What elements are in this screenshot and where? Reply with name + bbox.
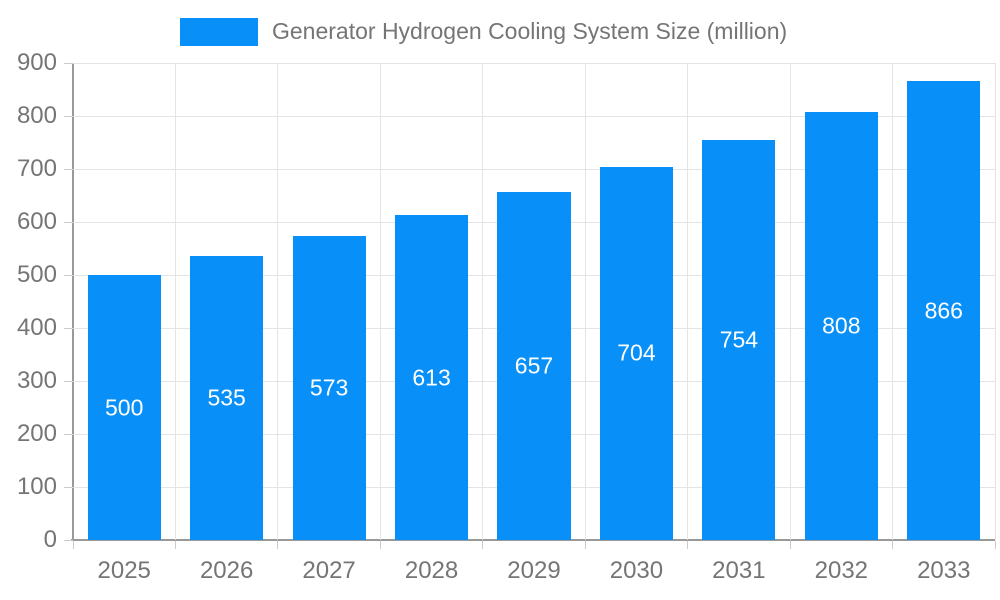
y-tick: [64, 433, 73, 435]
x-tick: [584, 541, 586, 549]
bar-value-label: 866: [924, 297, 963, 324]
x-axis-tick-label: 2026: [199, 557, 254, 584]
v-gridline: [277, 63, 279, 540]
bar-value-label: 657: [514, 352, 554, 379]
v-gridline: [482, 63, 484, 540]
bar[interactable]: 808: [804, 111, 878, 540]
x-axis-tick-label: 2030: [609, 557, 664, 584]
y-tick: [64, 62, 73, 64]
h-gridline: [73, 62, 995, 64]
x-tick: [994, 541, 996, 549]
x-axis-tick-label: 2031: [712, 557, 766, 584]
x-axis-tick-label: 2033: [917, 557, 971, 584]
y-axis-tick-label: 200: [16, 420, 57, 447]
x-tick: [277, 541, 279, 549]
bar[interactable]: 535: [190, 256, 264, 540]
y-axis-tick-label: 800: [16, 102, 57, 129]
y-tick: [64, 115, 73, 117]
plot-area: 0 100 200 300 400 500 600 700 800 900 500 2025 535 20…: [17, 50, 996, 584]
x-tick: [482, 541, 484, 549]
bar-value-label: 535: [207, 384, 246, 411]
y-axis-tick-label: 0: [43, 526, 57, 553]
v-gridline: [994, 63, 996, 540]
x-tick: [72, 541, 74, 549]
y-axis-line: [72, 63, 74, 540]
x-axis-tick-label: 2029: [507, 557, 561, 584]
v-gridline: [687, 63, 689, 540]
x-tick: [789, 541, 791, 549]
bar-value-label: 500: [105, 394, 144, 420]
y-tick: [64, 327, 73, 329]
legend-label: Generator Hydrogen Cooling System Size (…: [272, 18, 788, 44]
x-axis-tick-label: 2027: [302, 557, 356, 584]
legend: Generator Hydrogen Cooling System Size (…: [180, 17, 787, 46]
bar-value-label: 573: [309, 374, 349, 401]
v-gridline: [789, 63, 791, 540]
y-axis-tick-label: 400: [16, 314, 57, 341]
bar[interactable]: 500: [87, 275, 161, 540]
bar[interactable]: 704: [599, 166, 673, 540]
h-gridline: [73, 115, 995, 117]
bar[interactable]: 866: [907, 81, 981, 540]
y-axis-tick-label: 600: [16, 208, 57, 235]
y-axis-tick-label: 500: [16, 261, 57, 288]
v-gridline: [174, 63, 176, 540]
bar[interactable]: 573: [292, 236, 366, 540]
bar[interactable]: 657: [497, 191, 571, 540]
x-axis-tick-label: 2025: [97, 557, 151, 584]
bar-value-label: 704: [617, 339, 656, 366]
x-tick: [174, 541, 176, 549]
bar-value-label: 613: [412, 364, 451, 391]
bar-value-label: 808: [822, 312, 861, 339]
x-axis-tick-label: 2028: [404, 557, 459, 584]
y-tick: [64, 274, 73, 276]
y-tick: [64, 539, 73, 541]
x-tick: [379, 541, 381, 549]
v-gridline: [892, 63, 894, 540]
bar[interactable]: 613: [395, 215, 469, 540]
x-tick: [892, 541, 894, 549]
y-axis-tick-label: 100: [16, 473, 57, 500]
v-gridline: [584, 63, 586, 540]
y-tick: [64, 221, 73, 223]
y-axis-tick-label: 300: [16, 367, 57, 394]
y-tick: [64, 380, 73, 382]
bar[interactable]: 754: [702, 140, 776, 540]
x-tick: [687, 541, 689, 549]
h-gridline: [73, 168, 995, 170]
y-axis-tick-label: 700: [16, 155, 57, 182]
x-axis-line: [71, 539, 995, 541]
v-gridline: [379, 63, 381, 540]
y-tick: [64, 486, 73, 488]
x-axis-tick-label: 2032: [814, 557, 869, 584]
y-axis-tick-label: 900: [16, 49, 57, 76]
bar-value-label: 754: [719, 326, 759, 353]
legend-swatch[interactable]: [180, 17, 258, 46]
y-tick: [64, 168, 73, 170]
